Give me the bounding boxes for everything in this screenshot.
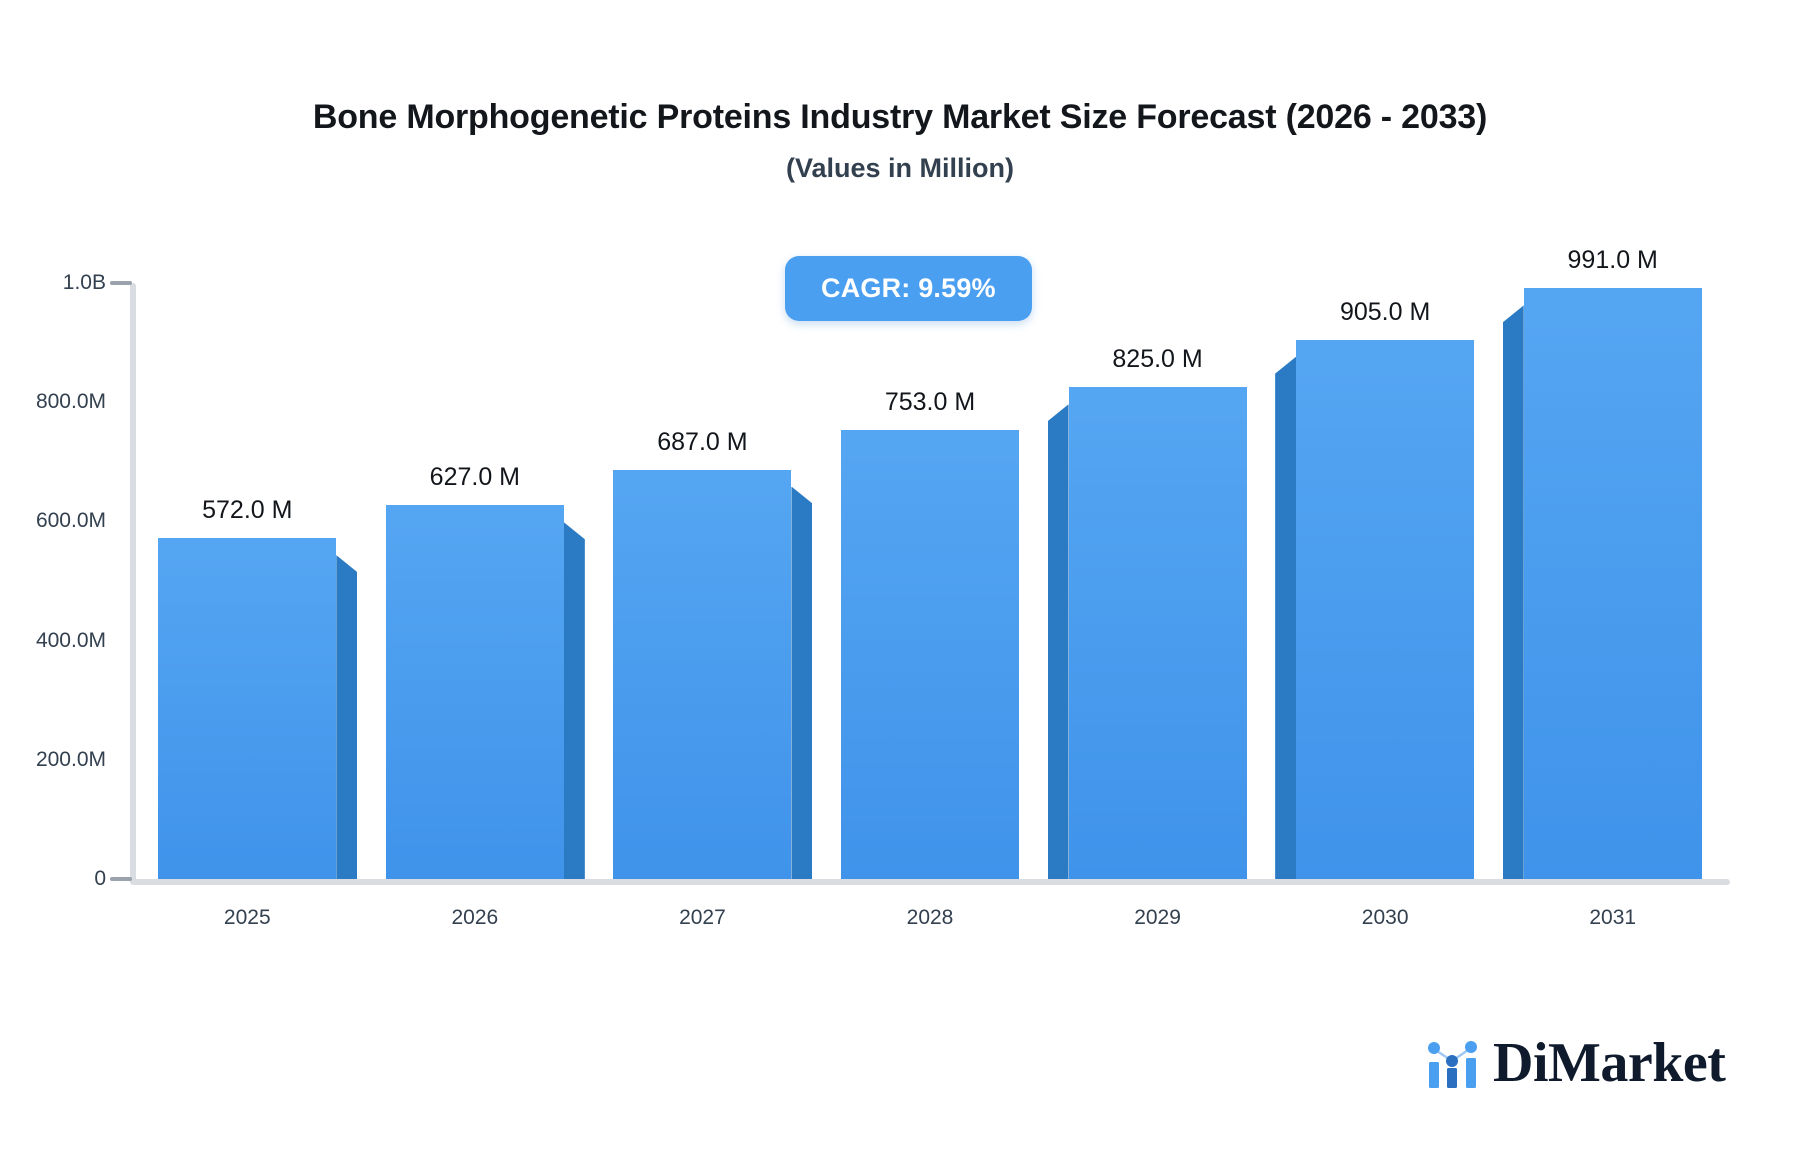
- bar-2028[interactable]: [841, 430, 1019, 879]
- x-axis-tick-label: 2029: [1134, 906, 1181, 929]
- logo-wordmark: DiMarket: [1493, 1032, 1726, 1094]
- bar-side-face: [1502, 305, 1524, 879]
- y-axis-line: [130, 283, 136, 884]
- x-axis-tick-label: 2027: [679, 906, 726, 929]
- bar-2026[interactable]: [385, 505, 585, 879]
- bar-side-face: [791, 486, 813, 879]
- x-axis-tick-label: 2031: [1589, 906, 1637, 929]
- y-tick-text: 600.0M: [35, 509, 106, 533]
- bar-value-label: 572.0 M: [202, 496, 293, 525]
- bar-chart-dots-icon: [1428, 1041, 1477, 1088]
- bar-front-face: [1296, 339, 1475, 879]
- bar-side-face: [1275, 356, 1297, 879]
- bar-value-label: 991.0 M: [1567, 246, 1658, 275]
- bar-front-face: [385, 505, 564, 879]
- x-axis-tick-label: 2025: [223, 906, 271, 929]
- x-axis-tick-label: 2026: [451, 906, 499, 929]
- bar-2025[interactable]: [158, 538, 358, 879]
- y-tick-text: 800.0M: [35, 390, 106, 414]
- y-tick-text: 400.0M: [35, 628, 106, 652]
- bar-2030[interactable]: [1275, 339, 1475, 879]
- bar-front-face: [1068, 387, 1247, 879]
- bar-value-label: 687.0 M: [657, 427, 748, 456]
- bar-value-label: 825.0 M: [1112, 345, 1203, 374]
- x-axis-line: [130, 879, 1730, 885]
- bar-front-face: [158, 538, 337, 879]
- x-axis-tick-label: 2028: [906, 906, 954, 929]
- bar-front-face: [613, 469, 792, 879]
- y-axis-tick-mark: [110, 281, 132, 285]
- brand-logo: DiMarket: [1425, 1032, 1726, 1094]
- bar-2029[interactable]: [1047, 387, 1247, 879]
- y-tick-text: 1.0B: [62, 271, 106, 294]
- bar-front-face: [841, 430, 1019, 879]
- bar-value-label: 753.0 M: [884, 388, 976, 417]
- y-axis-tick-mark: [110, 877, 132, 881]
- title-block: Bone Morphogenetic Proteins Industry Mar…: [0, 98, 1800, 184]
- bar-side-face: [1047, 404, 1069, 879]
- page-title: Bone Morphogenetic Proteins Industry Mar…: [312, 98, 1488, 136]
- bar-value-label: 905.0 M: [1339, 297, 1431, 326]
- y-tick-text: 0: [94, 867, 106, 890]
- bar-value-label: 627.0 M: [429, 463, 521, 492]
- cagr-badge: CAGR: 9.59%: [785, 256, 1032, 321]
- x-axis-tick-label: 2030: [1361, 906, 1409, 929]
- bar-front-face: [1523, 288, 1702, 879]
- bar-side-face: [336, 555, 358, 879]
- y-tick-text: 200.0M: [35, 747, 106, 771]
- bar-2027[interactable]: [613, 469, 813, 879]
- bar-side-face: [563, 522, 585, 879]
- chart-subtitle: (Values in Million): [785, 153, 1015, 184]
- bar-2031[interactable]: [1502, 288, 1702, 879]
